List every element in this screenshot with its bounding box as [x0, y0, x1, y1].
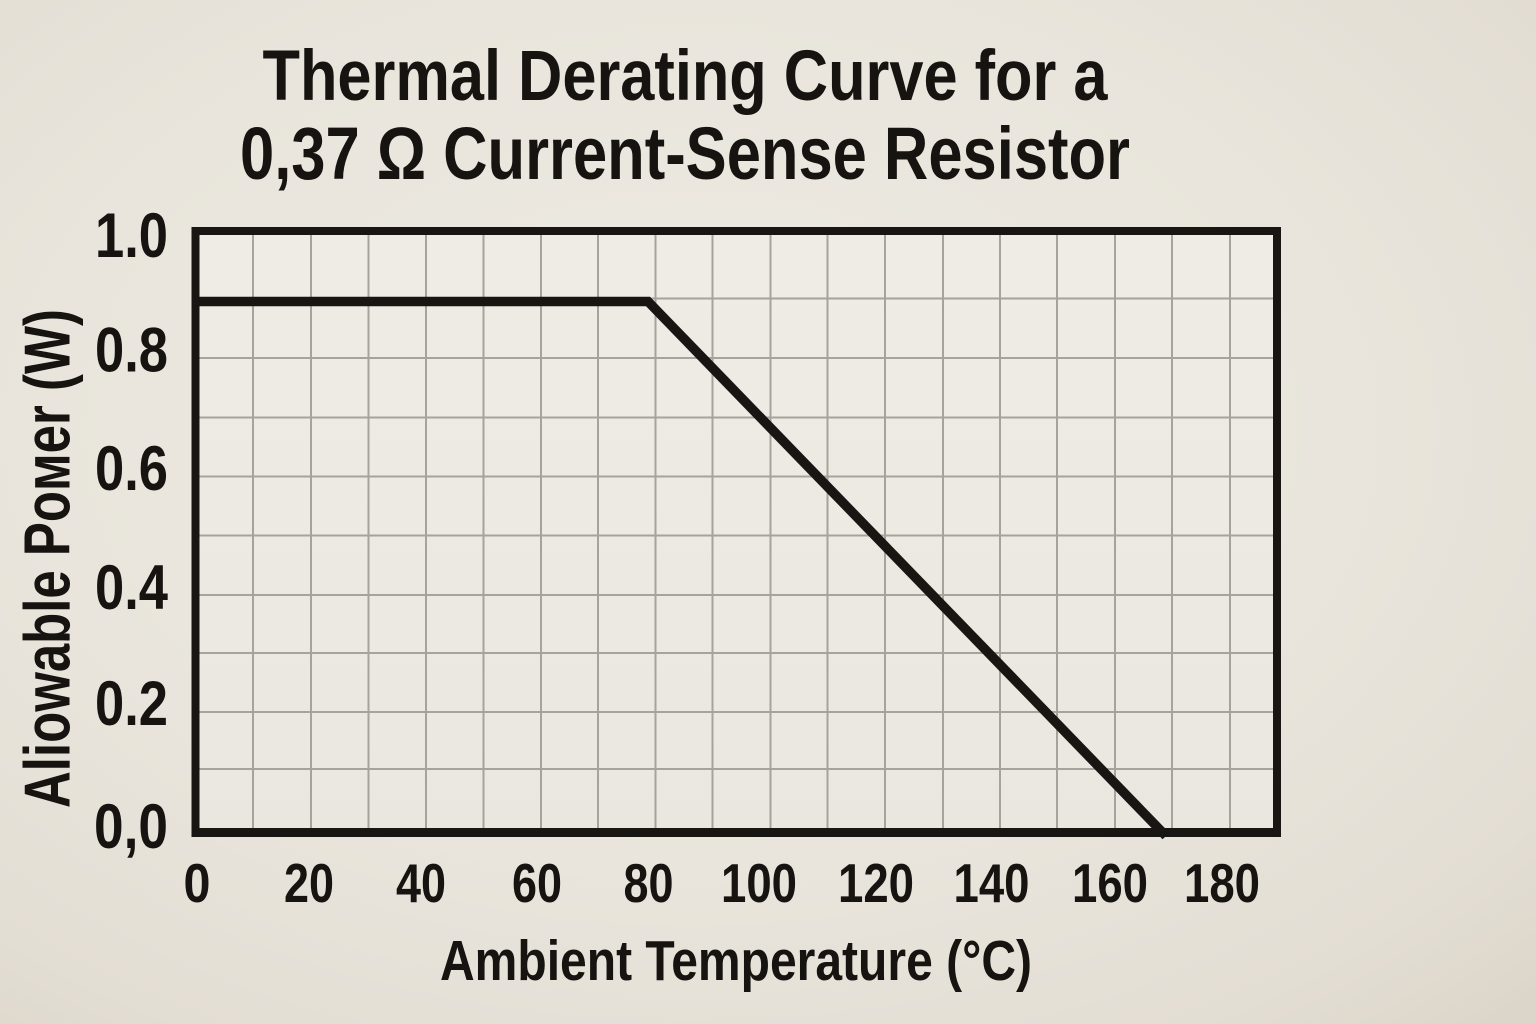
svg-text:120: 120: [838, 852, 914, 914]
svg-text:0.6: 0.6: [95, 434, 168, 504]
svg-text:20: 20: [284, 852, 334, 914]
svg-text:Thermal Derating Curve for a: Thermal Derating Curve for a: [263, 37, 1108, 116]
svg-text:140: 140: [954, 852, 1030, 914]
svg-text:0: 0: [184, 852, 211, 914]
svg-text:Ambient Temperature (°C): Ambient Temperature (°C): [440, 929, 1032, 993]
svg-text:60: 60: [512, 852, 562, 914]
svg-text:0,37 Ω Current-Sense Resistor: 0,37 Ω Current-Sense Resistor: [240, 112, 1130, 195]
svg-text:80: 80: [624, 852, 674, 914]
svg-text:0.4: 0.4: [95, 553, 168, 623]
svg-text:100: 100: [721, 852, 797, 914]
svg-text:40: 40: [396, 852, 446, 914]
svg-text:180: 180: [1184, 852, 1260, 914]
svg-text:Aliowable Poмer (W): Aliowable Poмer (W): [11, 309, 84, 808]
svg-text:0.8: 0.8: [95, 316, 168, 386]
svg-text:0,0: 0,0: [94, 792, 168, 862]
svg-text:0.2: 0.2: [95, 669, 168, 739]
svg-text:1.0: 1.0: [95, 201, 168, 271]
svg-text:160: 160: [1072, 852, 1148, 914]
